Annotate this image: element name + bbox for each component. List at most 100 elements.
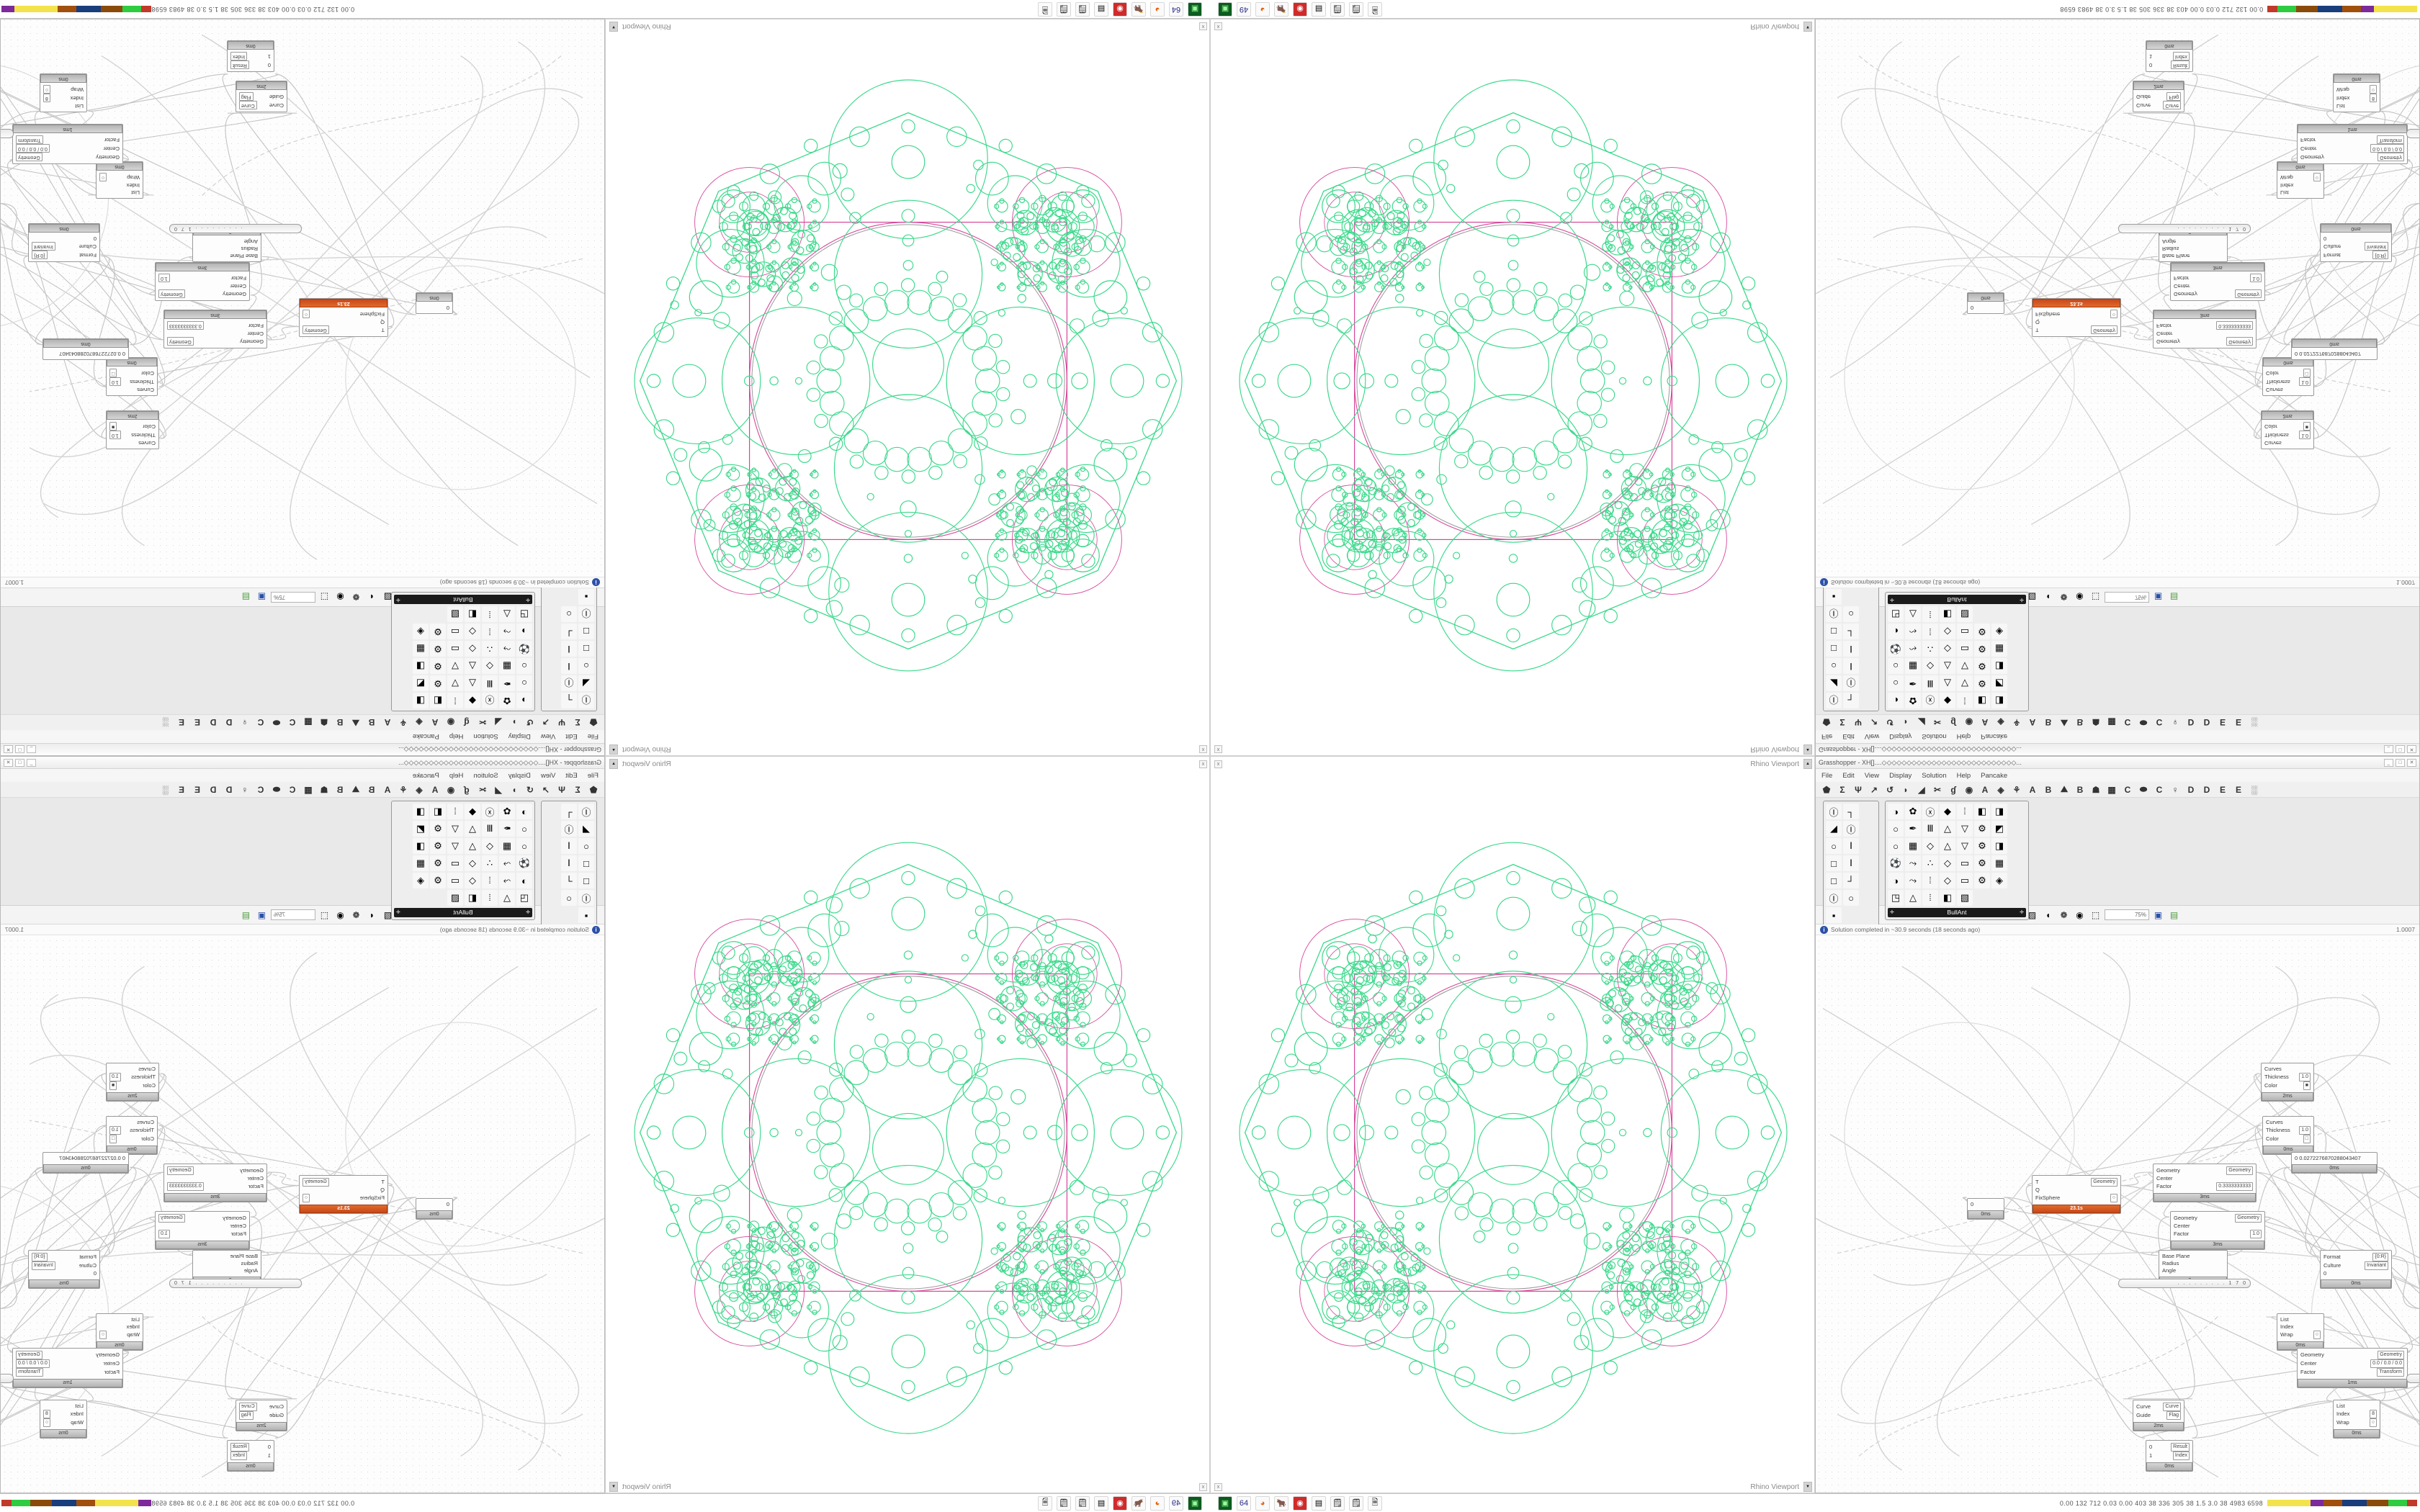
- palette-icon-bullant-5[interactable]: ◧: [430, 693, 446, 708]
- palette-icon-bullant-38[interactable]: ◧: [465, 890, 480, 906]
- sort-node[interactable]: 0 Result 1 Index 0ms: [2146, 1440, 2193, 1472]
- palette-icon-bullant-17[interactable]: △: [1940, 838, 1955, 854]
- custom-preview-1[interactable]: Curves Thickness 1.0 Color ■ 2ms: [106, 1063, 159, 1102]
- tab-b2[interactable]: ⛰: [2060, 784, 2069, 794]
- tab-b2[interactable]: ⛰: [2060, 718, 2069, 728]
- viewport-header-bottom[interactable]: x Rhino Viewport ▼: [1211, 1480, 1814, 1493]
- calculator-icon[interactable]: ▤: [1094, 1, 1108, 17]
- scale-node-2[interactable]: Geometry Geometry Center Factor 1.0 3ms: [155, 1211, 250, 1250]
- tab-mesh[interactable]: ◢: [1918, 784, 1925, 795]
- tab-c3[interactable]: C: [2156, 717, 2163, 728]
- tab-transform[interactable]: ɠ: [464, 784, 470, 795]
- calculator-icon-2[interactable]: ▤: [1312, 1495, 1326, 1511]
- node-param-value[interactable]: 1.0: [2250, 1230, 2262, 1238]
- palette-icon-bullant-7[interactable]: ○: [1888, 821, 1904, 837]
- palette-icon-bullant-39[interactable]: ▧: [1957, 606, 1973, 622]
- palette-icon-bullant-30[interactable]: ⦙: [1922, 873, 1938, 888]
- node-param-value[interactable]: 0.3333333333: [2216, 321, 2253, 330]
- fixsphere-node[interactable]: T Geometry Q FixSphere ○ 23.1s: [2032, 1175, 2121, 1214]
- minimize-button[interactable]: _: [27, 758, 36, 767]
- tab-c1[interactable]: C: [289, 717, 296, 728]
- menu-item-view[interactable]: View: [1864, 732, 1880, 741]
- component-tab-bar[interactable]: ⬟ Σ Ψ ↗ ↺ ◗ ◢ ✂ ɠ ◉ A ◈ ⚘ A B ⛰ B ☗ ▦ C ⬬ C ♀ D D E E ░: [1, 782, 604, 798]
- palette-icon-bullant-15[interactable]: ▦: [499, 658, 515, 674]
- palette-bullant[interactable]: ◑ ✿ ⓧ ◆ ⦙ ◧ ◨ ○ ✒ Ⅲ △ ▽ ⚙ ◩ ○ ▦ ◇ △ ▽ ⚙ ◨ ⚽ ⤳ ∴ ◇ ▭ ⚙ ▦ ◑ ⤳ ⦙ ◇ ▭ ⚙ ◈ ◳ △ ⦙ ◧ ▧…: [391, 801, 535, 920]
- viewport-header-bottom[interactable]: x Rhino Viewport ▼: [1211, 19, 1814, 34]
- palette-icon-bullant-6[interactable]: ◨: [413, 693, 429, 708]
- tab-vector[interactable]: ↗: [542, 717, 550, 728]
- tab-params[interactable]: ⬟: [589, 717, 598, 728]
- workspace-switcher-4[interactable]: [2267, 1500, 2417, 1506]
- node-param-value[interactable]: Geometry: [2378, 1351, 2404, 1359]
- tab-curve[interactable]: ↺: [526, 784, 534, 795]
- tab-c2[interactable]: ⬬: [2139, 718, 2148, 728]
- palette-icon-bullant-23[interactable]: ∴: [1922, 855, 1938, 871]
- tab-b3[interactable]: B: [2076, 717, 2084, 728]
- palette-icon-profiles-10[interactable]: Ⓘ: [1826, 606, 1842, 622]
- palette-icon-bullant-16[interactable]: ◇: [482, 838, 498, 854]
- palette-icon-bullant-29[interactable]: ⤳: [1905, 873, 1921, 888]
- palette-icon-bullant-23[interactable]: ∴: [482, 641, 498, 657]
- list-item-node-2[interactable]: List Index 8 Wrap ○ 0ms: [2333, 73, 2380, 112]
- tab-a4[interactable]: A: [2029, 784, 2036, 795]
- tab-mesh[interactable]: ◢: [495, 784, 502, 795]
- tab-intersect[interactable]: ✂: [1933, 784, 1942, 795]
- palette-icon-bullant-5[interactable]: ◧: [1974, 804, 1990, 819]
- palette-icon-bullant-12[interactable]: ⚙: [430, 675, 446, 691]
- palette-icon-bullant-1[interactable]: ✿: [499, 693, 515, 708]
- tab-b4[interactable]: ☗: [2092, 717, 2100, 728]
- tab-b4[interactable]: ☗: [320, 784, 328, 795]
- zoom-extents-icon[interactable]: ⬚: [2091, 909, 2100, 920]
- tab-sets[interactable]: Ψ: [558, 784, 565, 795]
- maximize-button[interactable]: □: [15, 745, 24, 754]
- palette-icon-bullant-0[interactable]: ◑: [516, 804, 532, 819]
- param-node-a[interactable]: 0 0ms: [1967, 1198, 2004, 1220]
- palette-icon-profiles-11[interactable]: ○: [561, 890, 577, 906]
- palette-icon-bullant-24[interactable]: ◇: [465, 855, 480, 871]
- minimize-button[interactable]: _: [2384, 745, 2393, 754]
- tab-b3[interactable]: B: [336, 717, 344, 728]
- palette-icon-bullant-35[interactable]: ◳: [516, 890, 532, 906]
- palette-icon-bullant-20[interactable]: ◨: [1991, 658, 2007, 674]
- workspace-switcher-2[interactable]: [2267, 6, 2417, 12]
- node-param-value[interactable]: Index: [230, 1452, 248, 1460]
- palette-icon-bullant-28[interactable]: ◑: [516, 624, 532, 639]
- palette-icon-bullant-18[interactable]: ▽: [447, 658, 463, 674]
- text-editor-icon-2[interactable]: 🗎: [1368, 1495, 1382, 1511]
- zoom-input[interactable]: 75%: [2105, 592, 2149, 603]
- palette-icon-bullant-25[interactable]: ▭: [447, 641, 463, 657]
- palette-icon-bullant-31[interactable]: ◇: [465, 624, 480, 639]
- palette-icon-bullant-25[interactable]: ▭: [1957, 641, 1973, 657]
- palette-icon-bullant-30[interactable]: ⦙: [1922, 624, 1938, 639]
- tab-b4[interactable]: ☗: [320, 717, 328, 728]
- palette-icon-bullant-11[interactable]: ▽: [1957, 675, 1973, 691]
- node-param-value[interactable]: ○: [99, 1331, 107, 1339]
- menu-item-pancake[interactable]: Pancake: [412, 732, 439, 741]
- node-param-value[interactable]: Index: [2172, 1452, 2190, 1460]
- widget-icon[interactable]: ◖: [2045, 592, 2051, 603]
- palette-icon-profiles-7[interactable]: Ⅰ: [1843, 641, 1859, 657]
- palette-icon-profiles-0[interactable]: Ⓘ: [578, 693, 594, 708]
- palette-icon-bullant-18[interactable]: ▽: [1957, 658, 1973, 674]
- rhino-icon[interactable]: 🐂: [1131, 1, 1146, 17]
- list-item-node-2[interactable]: List Index 8 Wrap ○ 0ms: [40, 1400, 87, 1439]
- scale-node-3[interactable]: Geometry Geometry Center 0.0 / 0.0 / 0.0 Fac…: [2297, 1348, 2408, 1388]
- menu-item-view[interactable]: View: [540, 771, 556, 780]
- palette-icon-profiles-3[interactable]: Ⓘ: [1843, 821, 1859, 837]
- tab-b5[interactable]: ▦: [2107, 784, 2116, 795]
- text-editor-icon[interactable]: 🗎: [1038, 1495, 1052, 1511]
- palette-icon-bullant-26[interactable]: ⚙: [1974, 855, 1990, 871]
- node-param-value[interactable]: Curve: [239, 1403, 257, 1411]
- tab-a3[interactable]: ⚘: [2012, 717, 2021, 728]
- palette-icon-bullant-14[interactable]: ○: [1888, 838, 1904, 854]
- rhino-viewport-top-right[interactable]: x Rhino Viewport ▲ x Rhino Viewport ▼: [1210, 19, 1815, 756]
- preview-eye-icon[interactable]: ◉: [336, 909, 344, 920]
- tab-b3[interactable]: B: [2076, 784, 2084, 795]
- tab-b1[interactable]: B: [368, 717, 375, 728]
- palette-icon-profiles-0[interactable]: Ⓘ: [1826, 693, 1842, 708]
- grasshopper-window-top-right[interactable]: Grasshopper - XH[]....◇◇◇◇◇◇◇◇◇◇◇◇◇◇◇◇◇◇…: [1815, 19, 2420, 756]
- palette-profiles[interactable]: Ⓘ┐◢Ⓘ○Ⅰ□Ⅰ□┘Ⓘ○▪✛Profiles✛: [541, 575, 597, 711]
- node-param-value[interactable]: □: [109, 1135, 117, 1143]
- node-param-value[interactable]: 8: [2370, 1410, 2377, 1418]
- node-param-value[interactable]: ■: [2303, 1081, 2311, 1090]
